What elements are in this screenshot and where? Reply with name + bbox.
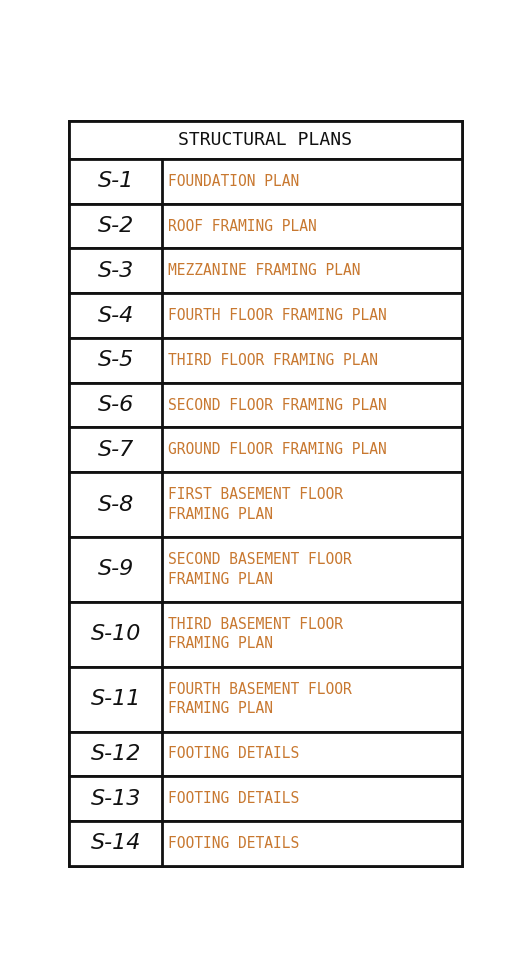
Text: S-9: S-9 (97, 560, 134, 579)
Text: FOUNDATION PLAN: FOUNDATION PLAN (168, 174, 300, 189)
Text: THIRD BASEMENT FLOOR
FRAMING PLAN: THIRD BASEMENT FLOOR FRAMING PLAN (168, 617, 343, 652)
Bar (69, 159, 462, 204)
Text: FIRST BASEMENT FLOOR
FRAMING PLAN: FIRST BASEMENT FLOOR FRAMING PLAN (168, 488, 343, 522)
Text: MEZZANINE FRAMING PLAN: MEZZANINE FRAMING PLAN (168, 264, 361, 278)
Text: THIRD FLOOR FRAMING PLAN: THIRD FLOOR FRAMING PLAN (168, 353, 379, 367)
Bar (69, 121, 462, 159)
Text: FOURTH FLOOR FRAMING PLAN: FOURTH FLOOR FRAMING PLAN (168, 308, 387, 323)
Bar (69, 293, 462, 338)
Text: ROOF FRAMING PLAN: ROOF FRAMING PLAN (168, 219, 317, 234)
Text: S-12: S-12 (91, 743, 141, 764)
Bar (69, 777, 462, 821)
Text: S-8: S-8 (97, 494, 134, 515)
Bar (69, 383, 462, 427)
Bar (69, 821, 462, 866)
Text: SECOND BASEMENT FLOOR
FRAMING PLAN: SECOND BASEMENT FLOOR FRAMING PLAN (168, 552, 352, 586)
Bar (69, 666, 462, 732)
Text: GROUND FLOOR FRAMING PLAN: GROUND FLOOR FRAMING PLAN (168, 443, 387, 457)
Text: FOOTING DETAILS: FOOTING DETAILS (168, 836, 300, 851)
Text: S-2: S-2 (97, 216, 134, 236)
Text: S-10: S-10 (91, 624, 141, 644)
Text: SECOND FLOOR FRAMING PLAN: SECOND FLOOR FRAMING PLAN (168, 398, 387, 412)
Text: STRUCTURAL PLANS: STRUCTURAL PLANS (179, 131, 352, 149)
Text: S-1: S-1 (97, 171, 134, 191)
Bar (69, 537, 462, 602)
Text: S-3: S-3 (97, 261, 134, 280)
Text: S-4: S-4 (97, 306, 134, 325)
Text: S-13: S-13 (91, 788, 141, 809)
Bar (69, 204, 462, 248)
Text: S-5: S-5 (97, 351, 134, 370)
Bar (69, 427, 462, 472)
Bar (69, 248, 462, 293)
Text: S-14: S-14 (91, 833, 141, 853)
Text: S-7: S-7 (97, 440, 134, 460)
Text: S-6: S-6 (97, 395, 134, 415)
Bar (69, 472, 462, 537)
Bar (69, 602, 462, 666)
Text: FOURTH BASEMENT FLOOR
FRAMING PLAN: FOURTH BASEMENT FLOOR FRAMING PLAN (168, 682, 352, 716)
Bar (69, 338, 462, 383)
Text: FOOTING DETAILS: FOOTING DETAILS (168, 791, 300, 806)
Text: FOOTING DETAILS: FOOTING DETAILS (168, 746, 300, 761)
Text: S-11: S-11 (91, 689, 141, 709)
Bar (69, 732, 462, 777)
